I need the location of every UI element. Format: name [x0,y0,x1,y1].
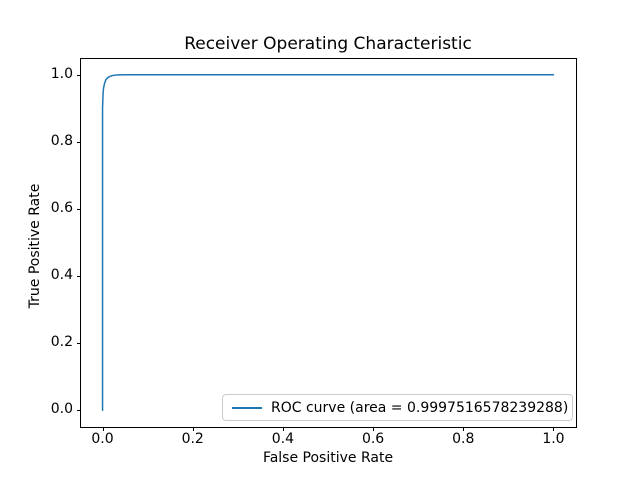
y-tick-label: 0.6 [50,199,73,216]
chart-title: Receiver Operating Characteristic [184,34,472,54]
x-tick-label: 0.4 [271,431,295,447]
x-axis-label: False Positive Rate [262,450,394,466]
x-tick-label: 0.2 [181,431,204,447]
x-tick-label: 0.6 [361,431,385,447]
y-tick-label: 0.4 [50,267,73,284]
legend-line-sample [232,406,262,409]
x-tick-label: 0.0 [91,431,114,447]
legend-label: ROC curve (area = 0.9997516578239288) [271,399,569,416]
roc-curve-line [101,74,555,411]
x-tick-label: 0.8 [452,431,475,447]
y-tick-label: 0.8 [50,132,73,149]
legend: ROC curve (area = 0.9997516578239288) [222,394,573,421]
x-tick-label: 1.0 [542,431,565,447]
axes-spines [80,58,577,428]
y-tick-label: 0.0 [50,401,73,418]
y-tick-label: 0.2 [50,334,73,351]
y-tick-label: 1.0 [50,65,73,82]
